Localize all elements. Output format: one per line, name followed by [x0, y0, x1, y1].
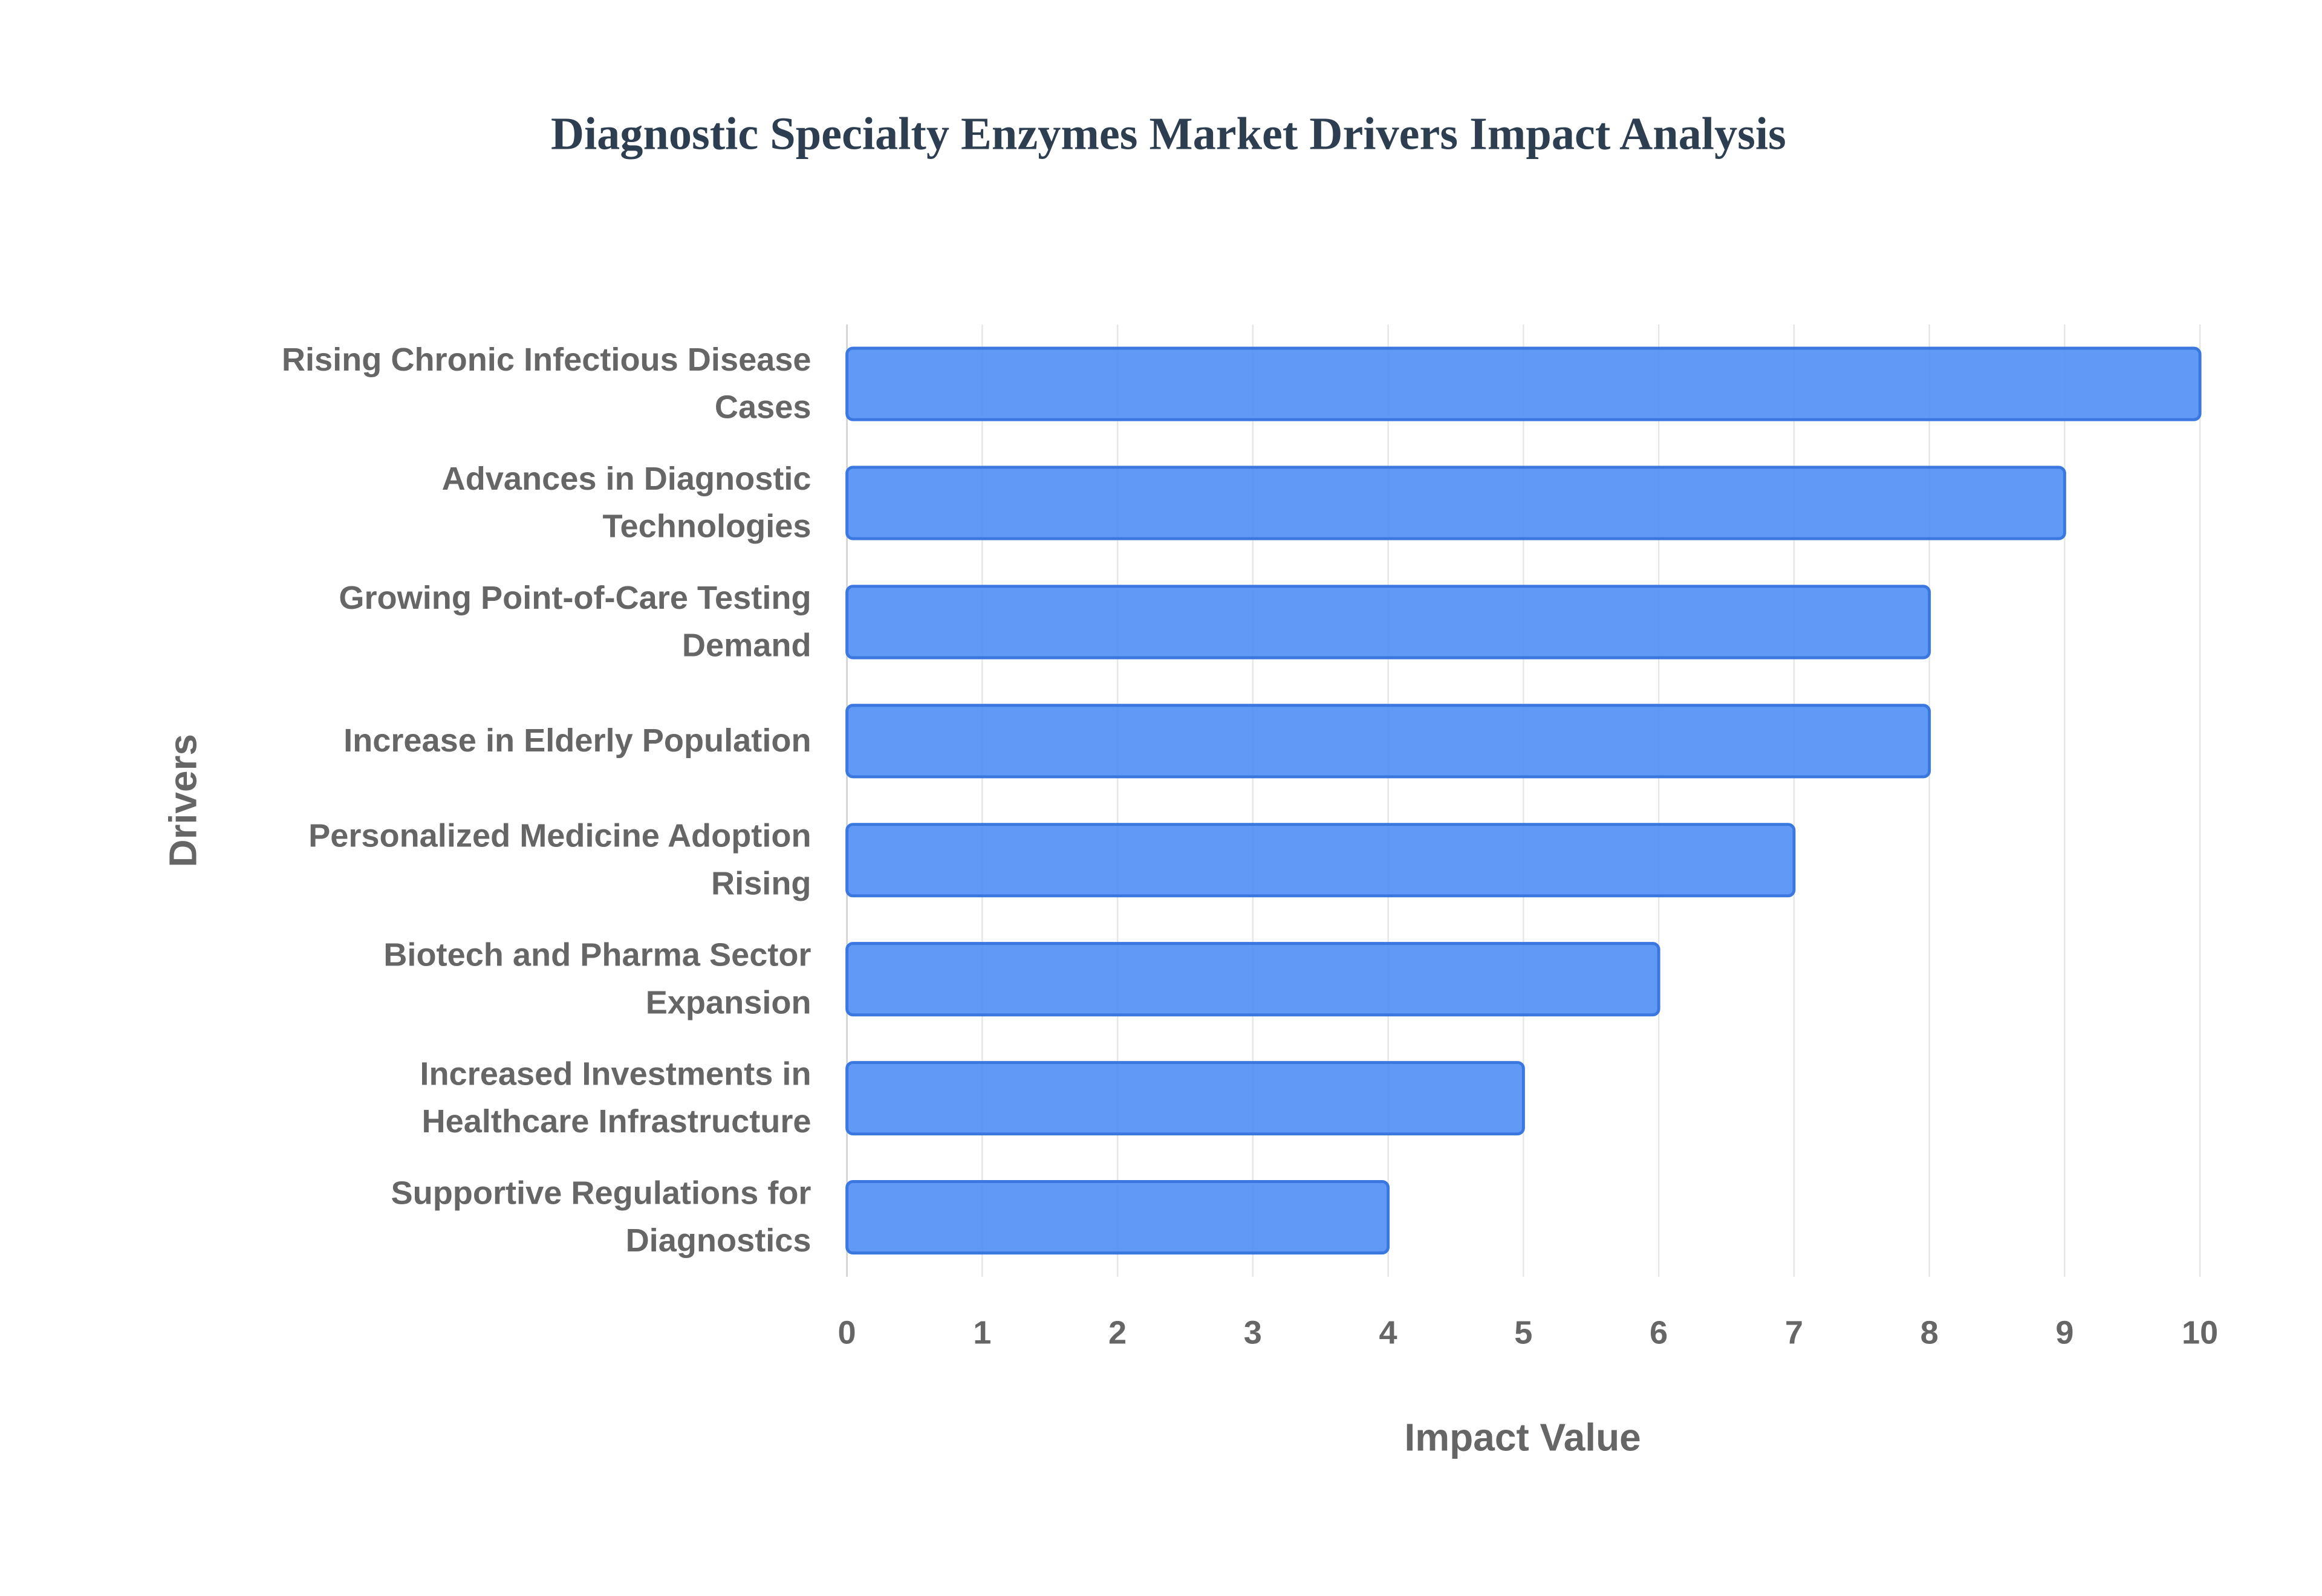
y-tick-label: Personalized Medicine Adoption Rising	[308, 817, 811, 902]
x-tick-label: 3	[1244, 1314, 1262, 1351]
y-tick-label: Increased Investments in Healthcare Infr…	[420, 1055, 811, 1140]
y-tick-label-box: Increased Investments in Healthcare Infr…	[420, 1055, 811, 1140]
y-tick-label-box: Personalized Medicine Adoption Rising	[308, 817, 811, 902]
x-tick-label: 6	[1650, 1314, 1668, 1351]
bar	[845, 1061, 1525, 1136]
x-tick-label: 7	[1785, 1314, 1803, 1351]
y-axis-title: Drivers	[161, 734, 205, 868]
x-tick-label: 0	[838, 1314, 856, 1351]
y-tick-label-box: Rising Chronic Infectious Disease Cases	[281, 340, 811, 426]
y-tick-label: Increase in Elderly Population	[343, 721, 811, 759]
bar	[845, 346, 2202, 421]
y-tick-label-box: Increase in Elderly Population	[343, 721, 811, 759]
x-axis-title: Impact Value	[1405, 1416, 1641, 1459]
y-tick-label: Supportive Regulations for Diagnostics	[391, 1174, 811, 1259]
x-tick-label: 8	[1920, 1314, 1939, 1351]
y-tick-label-box: Advances in Diagnostic Technologies	[441, 459, 811, 545]
x-tick-label: 9	[2055, 1314, 2073, 1351]
bar	[845, 465, 2066, 540]
bar	[845, 823, 1796, 898]
x-tick-label: 1	[973, 1314, 991, 1351]
x-tick-label: 4	[1379, 1314, 1397, 1351]
chart-title: Diagnostic Specialty Enzymes Market Driv…	[551, 108, 1786, 159]
bar	[845, 942, 1660, 1017]
x-tick-label: 2	[1108, 1314, 1127, 1351]
y-tick-label: Rising Chronic Infectious Disease Cases	[281, 340, 811, 426]
bar	[845, 1180, 1390, 1255]
y-tick-label-box: Supportive Regulations for Diagnostics	[391, 1174, 811, 1259]
bar	[845, 704, 1931, 779]
y-tick-label: Biotech and Pharma Sector Expansion	[383, 936, 811, 1021]
y-tick-label-box: Biotech and Pharma Sector Expansion	[383, 936, 811, 1021]
y-tick-label: Advances in Diagnostic Technologies	[441, 459, 811, 545]
y-tick-label: Growing Point-of-Care Testing Demand	[339, 579, 811, 664]
x-tick-label: 10	[2182, 1314, 2218, 1351]
y-tick-label-box: Growing Point-of-Care Testing Demand	[339, 579, 811, 664]
x-tick-label: 5	[1514, 1314, 1532, 1351]
bar	[845, 585, 1931, 660]
